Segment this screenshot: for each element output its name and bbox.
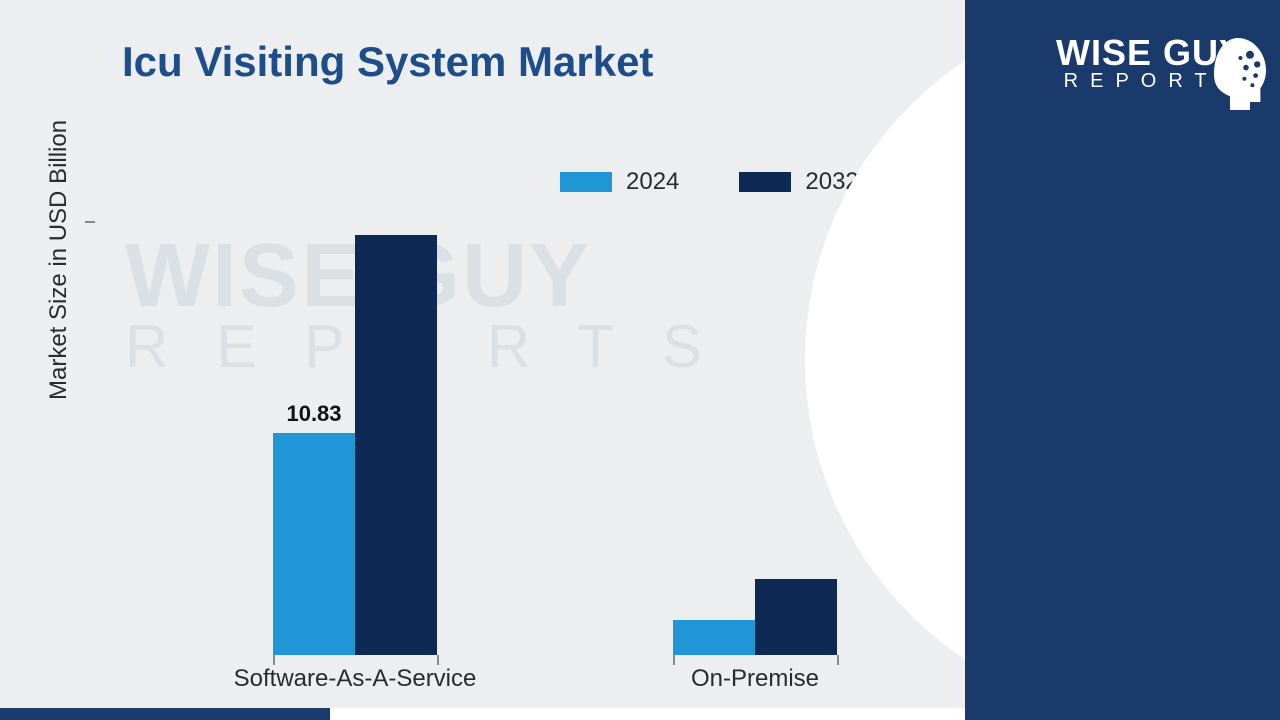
legend: 2024 2032: [560, 168, 859, 196]
bar-2032: [355, 235, 437, 655]
bar-group: 10.83: [273, 235, 437, 655]
legend-swatch-2024: [560, 172, 612, 192]
axis-tick: [437, 655, 439, 665]
y-axis-label: Market Size in USD Billion: [45, 120, 73, 400]
category-label: On-Premise: [691, 665, 819, 693]
legend-item-2032: 2032: [739, 168, 858, 196]
bar-value-label: 10.83: [286, 401, 341, 427]
axis-tick: [837, 655, 839, 665]
category-label: Software-As-A-Service: [234, 665, 477, 693]
bar-2024: [673, 620, 755, 655]
legend-swatch-2032: [739, 172, 791, 192]
bar-2032: [755, 579, 837, 655]
bar-2024: 10.83: [273, 433, 355, 655]
axis-tick: [673, 655, 675, 665]
legend-label-2024: 2024: [626, 168, 679, 196]
bar-group: [673, 579, 837, 655]
axis-tick: [85, 221, 95, 223]
footer-stripe-light: [330, 708, 970, 720]
footer-stripe-dark: [0, 708, 330, 720]
brand-head-icon: [1190, 34, 1270, 114]
legend-item-2024: 2024: [560, 168, 679, 196]
chart-title: Icu Visiting System Market: [122, 38, 653, 86]
axis-tick: [273, 655, 275, 665]
